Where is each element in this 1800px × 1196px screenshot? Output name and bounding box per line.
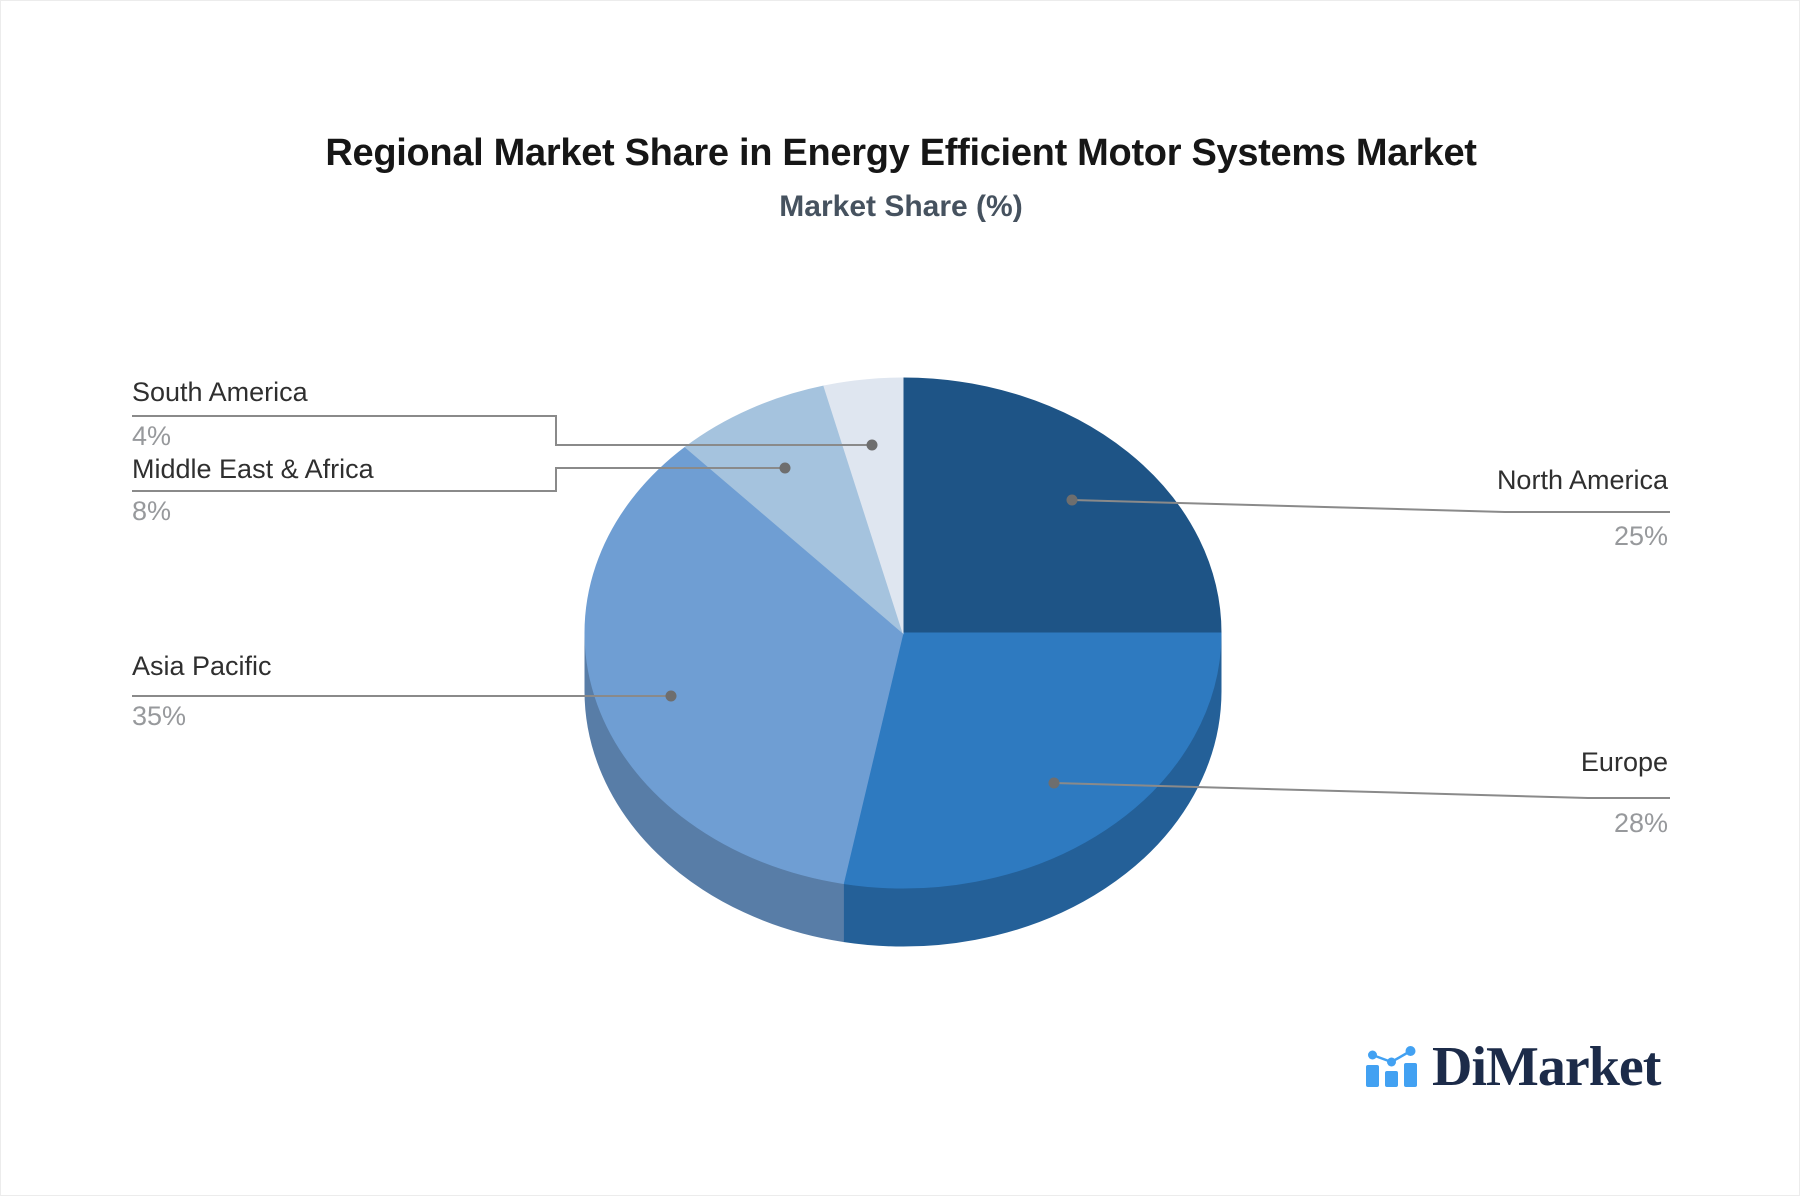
- leader-line-north-america: [1071, 499, 1670, 513]
- leader-line-middle-east-africa: [132, 467, 785, 492]
- pie-label-asia-pacific: Asia Pacific: [132, 651, 272, 681]
- pie-label-europe: Europe: [1580, 747, 1668, 777]
- pie-value-north-america: 25%: [1613, 521, 1668, 551]
- leader-dot-north-america: [1066, 494, 1078, 506]
- chart-subtitle: Market Share (%): [779, 190, 1023, 223]
- pie-slice-asia-pacific[interactable]: [584, 446, 904, 885]
- pie-value-middle-east-africa: 8%: [132, 496, 172, 526]
- pie-value-europe: 28%: [1613, 808, 1668, 838]
- brand-logo: DiMarket: [1364, 1036, 1661, 1098]
- leader-line-europe: [1053, 782, 1670, 799]
- leader-dot-south-america: [866, 439, 878, 451]
- leader-dot-asia-pacific: [665, 690, 677, 702]
- pie-label-south-america: South America: [132, 377, 308, 407]
- pie-value-asia-pacific: 35%: [132, 701, 187, 731]
- bar-line-chart-icon: [1366, 1046, 1417, 1087]
- pie-slice-middle-east-africa[interactable]: [684, 385, 905, 635]
- leader-dot-middle-east-africa: [779, 462, 791, 474]
- leader-dot-europe: [1048, 777, 1060, 789]
- pie-value-south-america: 4%: [132, 421, 172, 451]
- pie-slice-europe[interactable]: [842, 632, 1222, 889]
- leader-line-south-america: [132, 415, 872, 446]
- pie-slice-north-america[interactable]: [902, 377, 1222, 634]
- pie-slice-south-america[interactable]: [823, 377, 904, 634]
- pie-label-middle-east-africa: Middle East & Africa: [132, 454, 374, 484]
- pie-label-north-america: North America: [1496, 465, 1668, 495]
- chart-title: Regional Market Share in Energy Efficien…: [325, 132, 1477, 174]
- brand-logo-text: DiMarket: [1432, 1036, 1661, 1098]
